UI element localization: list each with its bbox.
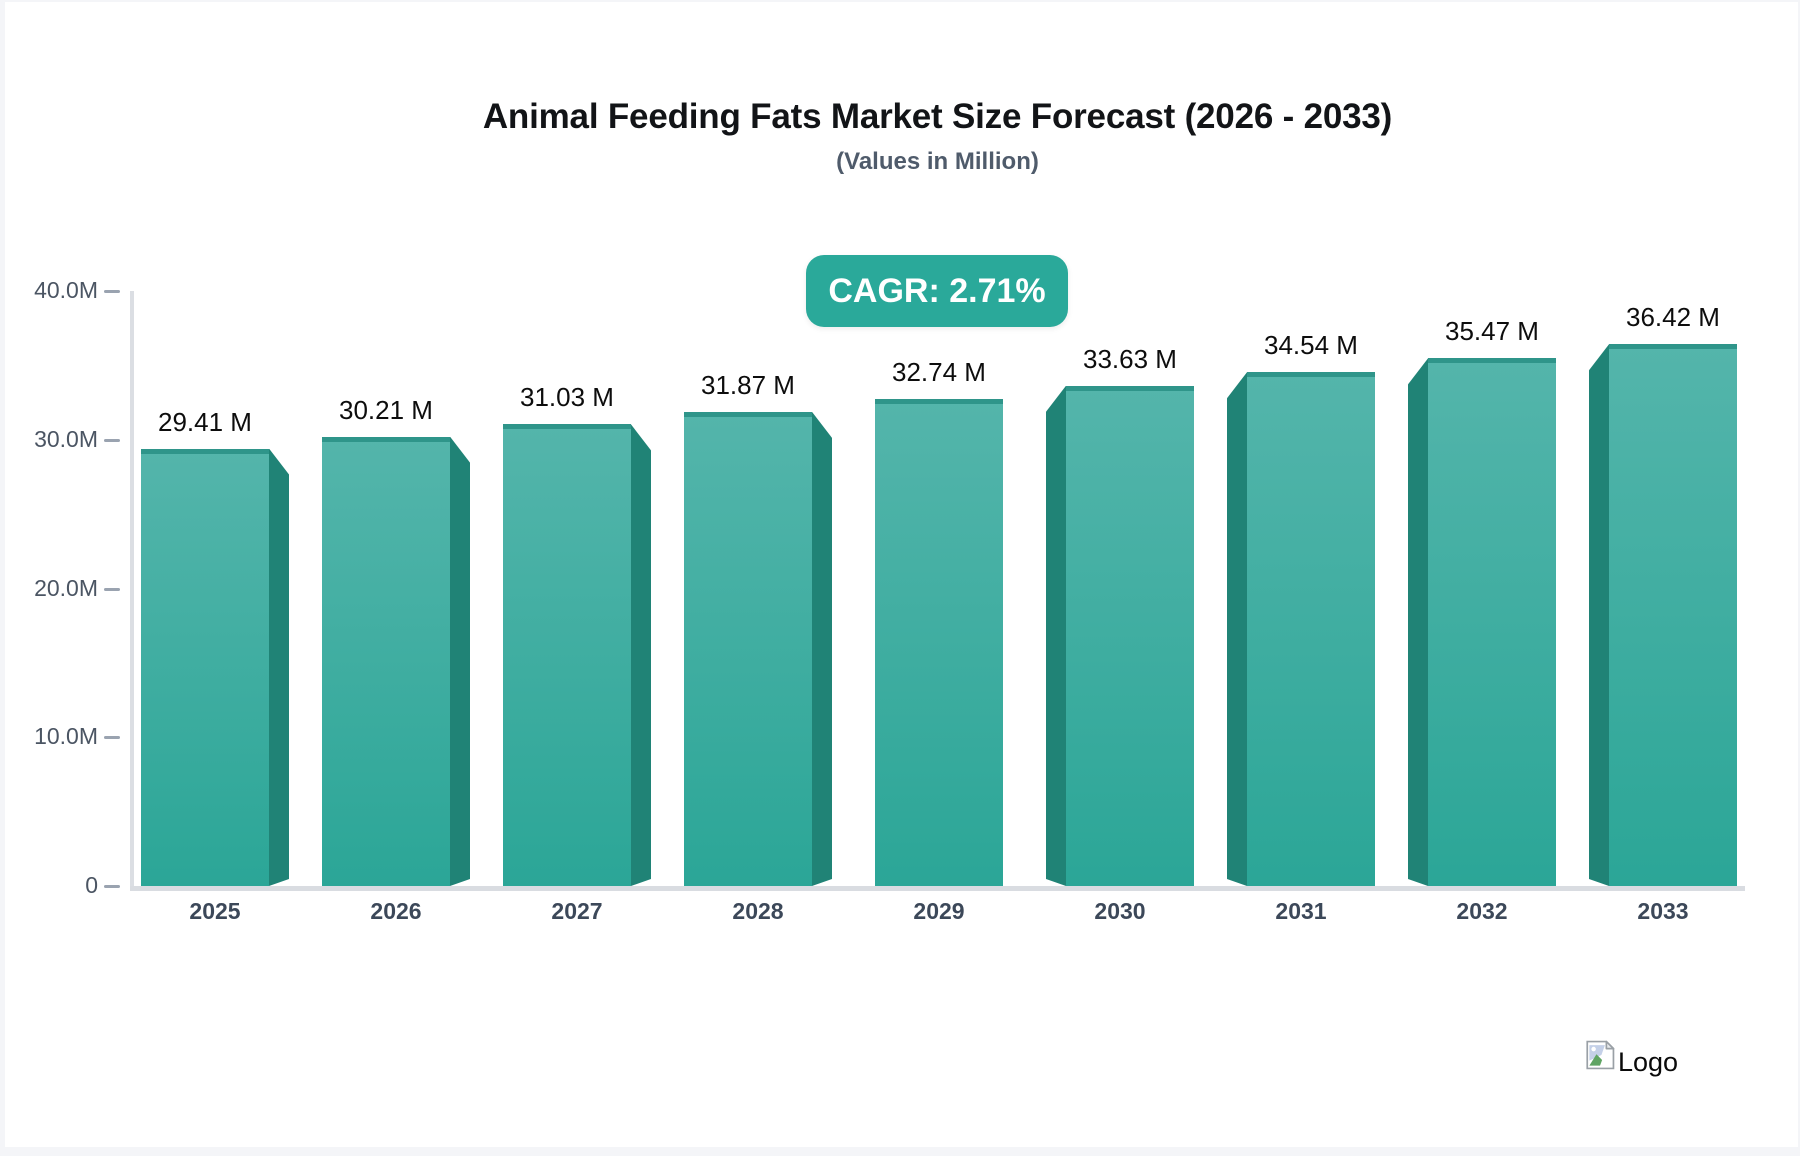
y-axis-tick-label: 0	[85, 872, 98, 898]
y-axis-tick-mark	[104, 885, 120, 888]
x-axis-label-2029: 2029	[913, 898, 965, 924]
x-axis-label-2027: 2027	[551, 898, 603, 924]
logo: Logo	[1583, 1038, 1678, 1077]
bar-2026	[322, 436, 450, 886]
cagr-badge: CAGR: 2.71%	[806, 255, 1068, 327]
bar-value-label: 30.21 M	[339, 394, 433, 425]
bar-value-label: 32.74 M	[892, 356, 986, 387]
bar-value-label: 35.47 M	[1445, 316, 1539, 347]
bar-value-label: 34.54 M	[1264, 330, 1358, 361]
x-axis-label-2030: 2030	[1094, 898, 1146, 924]
bar-3d-side-2026	[450, 437, 470, 886]
x-axis-label-2033: 2033	[1637, 898, 1689, 924]
bar-2032	[1428, 358, 1556, 886]
y-axis-tick-label: 40.0M	[34, 277, 98, 303]
bar-3d-side-2031	[1227, 372, 1247, 886]
bar-2031	[1247, 372, 1375, 886]
x-axis-label-2031: 2031	[1275, 898, 1327, 924]
bar-3d-side-2027	[631, 424, 651, 886]
bar-2030	[1066, 385, 1194, 886]
bar-3d-side-2028	[812, 412, 832, 886]
bar-value-label: 36.42 M	[1626, 302, 1720, 333]
x-axis-line	[130, 886, 1745, 891]
chart-title: Animal Feeding Fats Market Size Forecast…	[482, 97, 1393, 136]
bar-value-label: 31.87 M	[701, 369, 795, 400]
x-axis-label-2026: 2026	[370, 898, 422, 924]
bar-2033	[1609, 344, 1737, 886]
bar-2028	[684, 411, 812, 886]
bar-value-label: 31.03 M	[520, 382, 614, 413]
y-axis-line	[130, 291, 134, 890]
broken-image-icon	[1583, 1038, 1617, 1077]
y-axis-tick-mark	[104, 438, 120, 442]
bar-value-label: 29.41 M	[158, 406, 252, 437]
chart-header: Animal Feeding Fats Market Size Forecast…	[130, 96, 1745, 176]
y-axis-tick-label: 10.0M	[34, 723, 98, 750]
x-axis-label-2025: 2025	[189, 898, 241, 924]
bar-3d-side-2025	[269, 449, 289, 886]
bar-2029	[875, 398, 1003, 886]
x-axis-label-2032: 2032	[1456, 898, 1508, 924]
bar-3d-side-2032	[1408, 358, 1428, 886]
y-axis-tick-label: 30.0M	[34, 425, 98, 452]
x-axis-label-2028: 2028	[732, 898, 784, 924]
bar-3d-side-2030	[1046, 386, 1066, 886]
bar-value-label: 33.63 M	[1083, 343, 1177, 374]
y-axis-tick-mark	[104, 736, 120, 740]
y-axis-tick-mark	[104, 587, 120, 591]
bar-2027	[503, 424, 631, 886]
chart-subtitle: (Values in Million)	[836, 148, 1039, 175]
y-axis-tick-label: 20.0M	[34, 574, 98, 601]
logo-alt-text: Logo	[1618, 1047, 1679, 1077]
y-axis-tick-mark	[104, 290, 120, 293]
bar-2025	[141, 448, 269, 886]
bar-3d-side-2033	[1589, 344, 1609, 886]
